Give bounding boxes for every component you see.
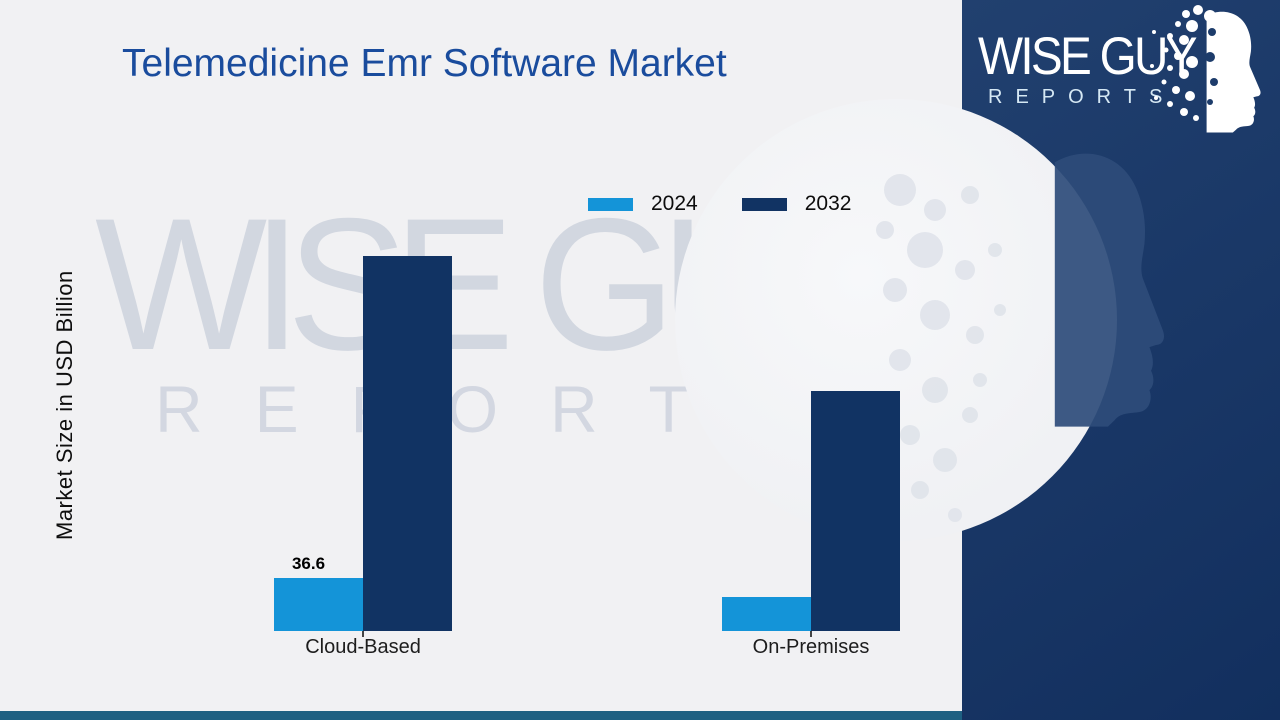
- watermark-dots: [876, 174, 1006, 522]
- bar-2024-cloud-based: [274, 578, 363, 631]
- x-axis-tick: [810, 631, 812, 637]
- bar-value-label: 36.6: [291, 554, 326, 573]
- category-label-on-premises: On-Premises: [752, 636, 870, 658]
- legend-item-2032: 2032: [741, 192, 852, 216]
- legend-item-2024: 2024: [588, 192, 698, 216]
- logo-reports-text: REPORTS: [988, 86, 1176, 108]
- y-axis-label: Market Size in USD Billion: [52, 270, 77, 540]
- legend-label-2032: 2032: [804, 192, 852, 215]
- logo-head-icon: [1150, 5, 1261, 133]
- logo-wordmark: WISE GUY: [978, 27, 1198, 86]
- legend-swatch-2032: [741, 197, 787, 211]
- legend-label-2024: 2024: [651, 192, 698, 215]
- watermark-reports-text: REPORTS: [155, 372, 837, 446]
- chart-legend: 2024 2032: [588, 192, 851, 216]
- legend-swatch-2024: [588, 197, 633, 211]
- bar-2024-on-premises: [722, 597, 811, 631]
- chart-title: Telemedicine Emr Software Market: [122, 42, 727, 85]
- logo: WISE GUY REPORTS: [978, 30, 1219, 107]
- x-axis-tick: [362, 631, 364, 637]
- category-label-cloud-based: Cloud-Based: [305, 636, 421, 658]
- footer-accent-strip: [0, 711, 962, 720]
